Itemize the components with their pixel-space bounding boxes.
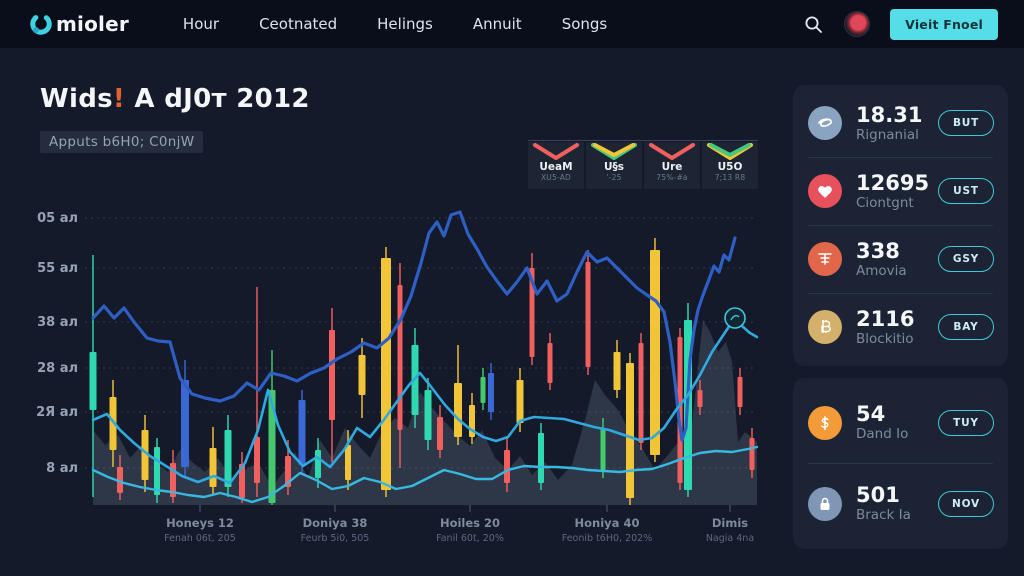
sparkline-card[interactable]: UeaM XU5-AD (528, 142, 584, 189)
legend-card-label: Ure (661, 161, 683, 173)
asset-label: Ciontgnt (856, 194, 914, 211)
brand-logo[interactable]: mioler (28, 11, 129, 37)
legend-card-label: U§s (603, 161, 625, 173)
svg-text:Dimis: Dimis (712, 516, 748, 530)
nav-item-hour[interactable]: Hour (182, 15, 220, 33)
svg-text:Feonib t6H0, 202%: Feonib t6H0, 202% (562, 533, 652, 544)
price-chart[interactable]: 05 ал 55 ал 38 ал 28 ал 2Я ал 8 ал Honeys 12 Fe… (0, 0, 770, 576)
sparkline-card[interactable]: U5O 7;13 R8 (702, 142, 758, 189)
watchlist-panel-top: 18.31 Rignanial BUT 12695 Ciontgnt UST 3… (793, 85, 1008, 366)
legend-card-sub: XU5-AD (540, 173, 572, 182)
action-button[interactable]: UST (938, 178, 994, 204)
asset-value: 18.31 (856, 102, 923, 127)
brand-o-icon (30, 13, 52, 35)
action-button[interactable]: NOV (938, 490, 994, 517)
svg-text:Feurb 5i0, 505: Feurb 5i0, 505 (301, 533, 370, 544)
asset-value: 12695 (856, 170, 930, 195)
svg-text:Honeys 12: Honeys 12 (166, 516, 234, 530)
tether-icon (808, 242, 842, 276)
sparkline-card[interactable]: U§s '-25 (586, 142, 642, 189)
asset-label: Rignanial (856, 126, 919, 143)
action-button[interactable]: BUT (938, 110, 994, 136)
list-item[interactable]: 54 Dand Io TUY (793, 382, 1008, 463)
user-avatar[interactable] (844, 11, 871, 37)
visit-panel-button[interactable]: Vieit Fnoel (890, 8, 998, 40)
legend-card-sub: 75%-#a (656, 173, 688, 182)
bitcoin-icon (808, 310, 842, 344)
list-item[interactable]: 501 Brack Ia NOV (793, 463, 1008, 544)
brand-text: mioler (56, 12, 129, 36)
page-subtitle: Apputs b6H0; C0njW (40, 131, 204, 153)
nav-menu: Hour Ceotnated Helings Annuit Songs (183, 15, 607, 33)
heart-icon (808, 174, 842, 208)
lock-icon (808, 486, 842, 521)
svg-text:Honiya 40: Honiya 40 (575, 516, 640, 530)
asset-label: Amovia (856, 262, 907, 279)
list-item[interactable]: 338 Amovia GSY (793, 225, 1008, 293)
legend-divider (528, 140, 758, 141)
svg-text:Fanil 60t, 20%: Fanil 60t, 20% (436, 533, 504, 544)
svg-text:Hoiles 20: Hoiles 20 (440, 516, 500, 530)
trend-sparkline-icon (707, 143, 753, 160)
action-button[interactable]: GSY (938, 246, 994, 272)
sparkline-legend-row: UeaM XU5-AD U§s '-25 Ure 75%-#a U5O 7;13 R8 (528, 140, 758, 189)
legend-card-label: UeaM (539, 161, 573, 173)
trend-sparkline-icon (649, 143, 695, 160)
asset-label: Dand Io (856, 426, 909, 442)
svg-text:8 ал: 8 ал (46, 461, 78, 476)
nav-item-helings[interactable]: Helings (377, 15, 433, 33)
svg-text:28 ал: 28 ал (37, 361, 78, 376)
action-button[interactable]: TUY (938, 409, 994, 436)
svg-text:Doniya 38: Doniya 38 (303, 516, 368, 530)
legend-card-sub: 7;13 R8 (714, 173, 746, 182)
page-title: Wids! A dJ0т 2012 (40, 84, 310, 114)
top-nav: mioler Hour Ceotnated Helings Annuit Son… (0, 0, 1024, 48)
svg-text:2Я ал: 2Я ал (36, 405, 78, 420)
nav-item-ceotnated[interactable]: Ceotnated (259, 15, 338, 33)
search-button[interactable] (802, 13, 824, 35)
sparkline-card[interactable]: Ure 75%-#a (644, 142, 700, 189)
trend-sparkline-icon (591, 143, 637, 160)
asset-value: 338 (856, 238, 900, 263)
list-item[interactable]: 18.31 Rignanial BUT (793, 89, 1008, 157)
svg-text:38 ал: 38 ал (37, 315, 78, 330)
coin-scribble-icon (808, 106, 842, 140)
svg-text:05 ал: 05 ал (37, 211, 78, 226)
list-item[interactable]: 2116 Blockitio BAY (793, 293, 1008, 361)
watchlist-panel-bottom: 54 Dand Io TUY 501 Brack Ia NOV (793, 378, 1008, 549)
dollar-icon (808, 405, 842, 440)
asset-label: Blockitio (856, 330, 914, 347)
asset-label: Brack Ia (856, 507, 911, 523)
legend-card-sub: '-25 (606, 173, 622, 182)
legend-card-label: U5O (717, 161, 743, 173)
nav-item-annuit[interactable]: Annuit (472, 15, 522, 33)
asset-value: 54 (856, 402, 886, 426)
svg-text:Fenah 06t, 205: Fenah 06t, 205 (164, 533, 236, 544)
trend-sparkline-icon (533, 143, 579, 160)
action-button[interactable]: BAY (938, 314, 994, 340)
list-item[interactable]: 12695 Ciontgnt UST (793, 157, 1008, 225)
svg-text:Nagia 4na: Nagia 4na (706, 533, 754, 544)
svg-text:55 ал: 55 ал (37, 261, 78, 276)
title-accent: ! (112, 84, 126, 114)
search-icon (805, 16, 822, 33)
asset-value: 2116 (856, 306, 915, 331)
nav-item-songs[interactable]: Songs (561, 15, 608, 33)
asset-value: 501 (856, 483, 900, 507)
